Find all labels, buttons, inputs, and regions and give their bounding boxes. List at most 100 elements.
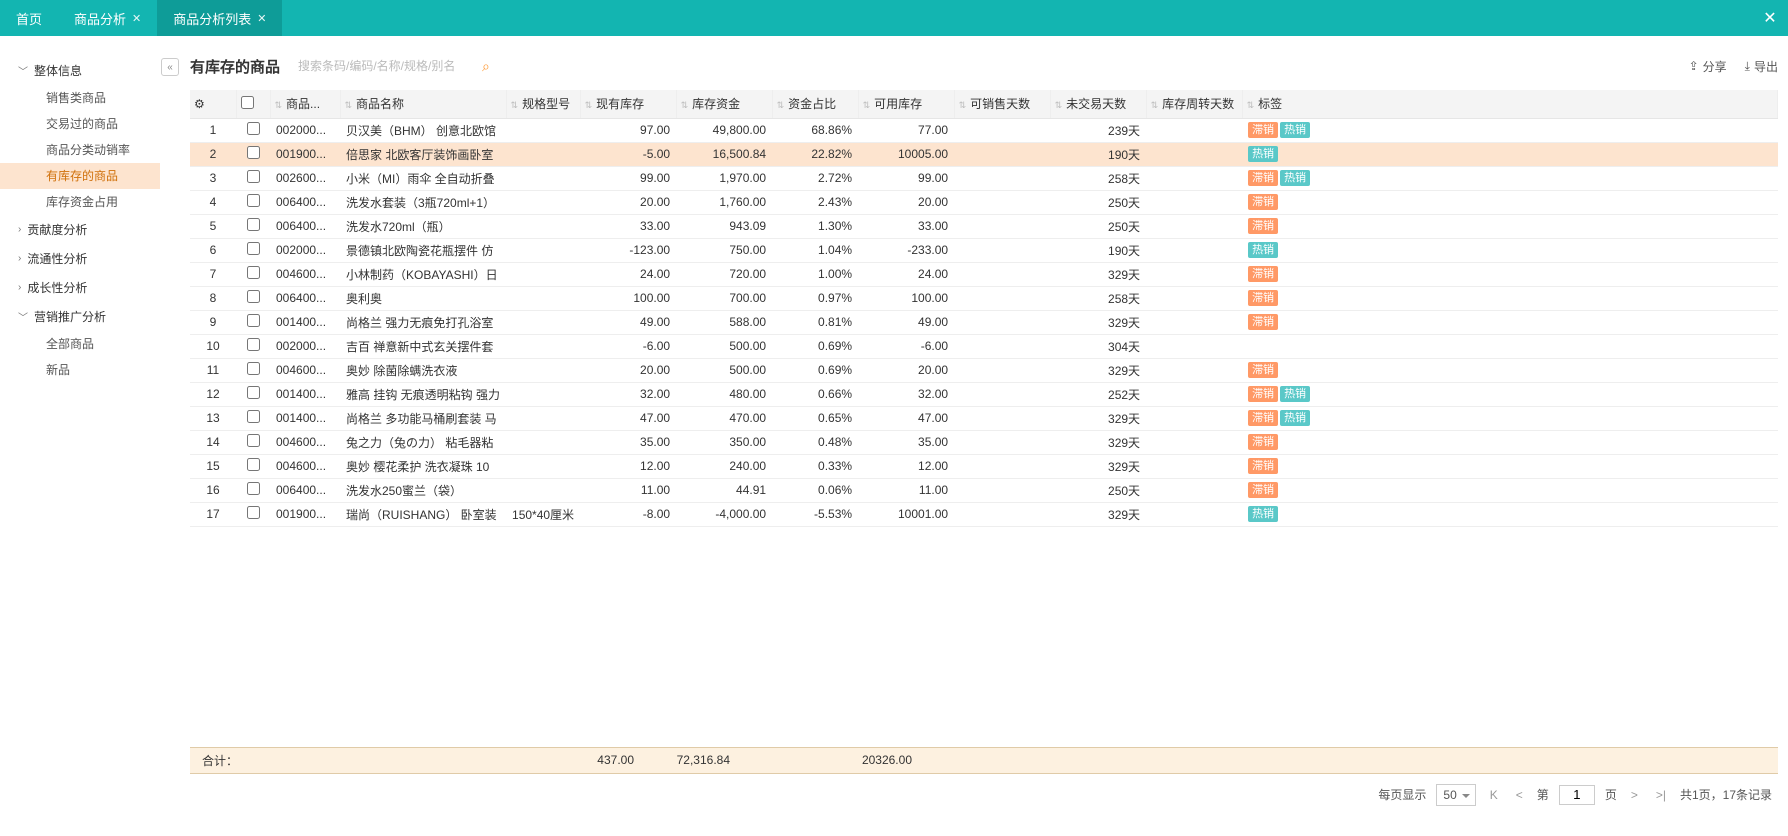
row-checkbox[interactable]	[247, 194, 260, 207]
tab-product-analysis-list[interactable]: 商品分析列表✕	[157, 0, 282, 36]
table-row[interactable]: 9001400...尚格兰 强力无痕免打孔浴室49.00588.000.81%4…	[190, 310, 1778, 334]
table-row[interactable]: 12001400...雅高 挂钩 无痕透明粘钩 强力32.00480.000.6…	[190, 382, 1778, 406]
row-checkbox[interactable]	[247, 506, 260, 519]
table-row[interactable]: 1002000...贝汉美（BHM） 创意北欧馆97.0049,800.0068…	[190, 118, 1778, 142]
sidebar-group[interactable]: ﹀整体信息	[0, 56, 160, 85]
sidebar-item[interactable]: 销售类商品	[0, 85, 160, 111]
sidebar-item[interactable]: 交易过的商品	[0, 111, 160, 137]
col-sale-days[interactable]: ⇅可销售天数	[954, 90, 1050, 118]
cell-stock: 33.00	[580, 214, 676, 238]
sidebar-item[interactable]: 库存资金占用	[0, 189, 160, 215]
sidebar-group[interactable]: ﹀营销推广分析	[0, 302, 160, 331]
row-checkbox[interactable]	[247, 290, 260, 303]
cell-index: 6	[190, 238, 236, 262]
table-row[interactable]: 5006400...洗发水720ml（瓶）33.00943.091.30%33.…	[190, 214, 1778, 238]
col-avail[interactable]: ⇅可用库存	[858, 90, 954, 118]
sidebar-item[interactable]: 商品分类动销率	[0, 137, 160, 163]
table-row[interactable]: 3002600...小米（MI）雨伞 全自动折叠99.001,970.002.7…	[190, 166, 1778, 190]
col-code[interactable]: ⇅商品...	[270, 90, 340, 118]
sidebar-group-label: 整体信息	[34, 62, 82, 79]
row-checkbox[interactable]	[247, 266, 260, 279]
first-page-button[interactable]: K	[1486, 788, 1502, 802]
table-row[interactable]: 13001400...尚格兰 多功能马桶刷套装 马47.00470.000.65…	[190, 406, 1778, 430]
sidebar-group[interactable]: ›流通性分析	[0, 244, 160, 273]
col-turnover-days[interactable]: ⇅库存周转天数	[1146, 90, 1242, 118]
cell-name: 尚格兰 强力无痕免打孔浴室	[340, 310, 506, 334]
per-page-select[interactable]: 50	[1436, 784, 1475, 806]
cell-turn	[1146, 166, 1242, 190]
row-checkbox[interactable]	[247, 362, 260, 375]
row-checkbox[interactable]	[247, 218, 260, 231]
sidebar-group-label: 营销推广分析	[34, 308, 106, 325]
col-no-trade-days[interactable]: ⇅未交易天数	[1050, 90, 1146, 118]
next-page-button[interactable]: >	[1627, 788, 1642, 802]
prev-page-button[interactable]: <	[1512, 788, 1527, 802]
tab-home[interactable]: 首页	[0, 0, 58, 36]
cell-tags	[1242, 334, 1777, 358]
table-row[interactable]: 6002000...景德镇北欧陶瓷花瓶摆件 仿-123.00750.001.04…	[190, 238, 1778, 262]
cell-code: 002000...	[270, 334, 340, 358]
row-checkbox[interactable]	[247, 434, 260, 447]
export-button[interactable]: ⤓导出	[1745, 58, 1778, 75]
tab-product-analysis[interactable]: 商品分析✕	[58, 0, 157, 36]
cell-stock: -5.00	[580, 142, 676, 166]
cell-turn	[1146, 478, 1242, 502]
collapse-sidebar-button[interactable]: «	[161, 58, 179, 76]
page-input[interactable]	[1559, 785, 1595, 805]
cell-sdays	[954, 454, 1050, 478]
table-row[interactable]: 4006400...洗发水套装（3瓶720ml+1）20.001,760.002…	[190, 190, 1778, 214]
table-row[interactable]: 10002000...吉百 禅意新中式玄关摆件套-6.00500.000.69%…	[190, 334, 1778, 358]
last-page-button[interactable]: >|	[1652, 788, 1670, 802]
row-checkbox[interactable]	[247, 122, 260, 135]
cell-avail: 33.00	[858, 214, 954, 238]
cell-tags: 滞销	[1242, 214, 1777, 238]
col-fund-pct[interactable]: ⇅资金占比	[772, 90, 858, 118]
select-all-checkbox[interactable]	[241, 96, 254, 109]
close-icon[interactable]: ✕	[257, 12, 266, 25]
cell-pct: 0.66%	[772, 382, 858, 406]
sidebar-item[interactable]: 有库存的商品	[0, 163, 160, 189]
sidebar-item[interactable]: 新品	[0, 357, 160, 383]
sidebar-item[interactable]: 全部商品	[0, 331, 160, 357]
row-checkbox[interactable]	[247, 314, 260, 327]
table-row[interactable]: 14004600...兔之力（兔の力） 粘毛器粘35.00350.000.48%…	[190, 430, 1778, 454]
col-tags[interactable]: ⇅标签	[1242, 90, 1777, 118]
cell-turn	[1146, 454, 1242, 478]
cell-turn	[1146, 502, 1242, 526]
search-icon[interactable]: ⌕	[482, 58, 490, 75]
col-stock[interactable]: ⇅现有库存	[580, 90, 676, 118]
cell-index: 1	[190, 118, 236, 142]
row-checkbox[interactable]	[247, 338, 260, 351]
row-checkbox[interactable]	[247, 386, 260, 399]
tab-bar-close-button[interactable]: ✕	[1752, 0, 1788, 36]
row-checkbox[interactable]	[247, 482, 260, 495]
row-checkbox[interactable]	[247, 242, 260, 255]
close-icon[interactable]: ✕	[132, 12, 141, 25]
cell-pct: 2.43%	[772, 190, 858, 214]
cell-stock: 12.00	[580, 454, 676, 478]
row-checkbox[interactable]	[247, 170, 260, 183]
row-checkbox[interactable]	[247, 410, 260, 423]
col-gear[interactable]: ⚙	[190, 90, 236, 118]
sidebar-group[interactable]: ›成长性分析	[0, 273, 160, 302]
search-input[interactable]	[298, 59, 478, 73]
col-checkbox[interactable]	[236, 90, 270, 118]
table-row[interactable]: 7004600...小林制药（KOBAYASHI）日24.00720.001.0…	[190, 262, 1778, 286]
cell-name: 奥利奥	[340, 286, 506, 310]
col-fund[interactable]: ⇅库存资金	[676, 90, 772, 118]
sidebar-group[interactable]: ›贡献度分析	[0, 215, 160, 244]
cell-index: 13	[190, 406, 236, 430]
table-row[interactable]: 16006400...洗发水250蜜兰（袋）11.0044.910.06%11.…	[190, 478, 1778, 502]
table-row[interactable]: 15004600...奥妙 樱花柔护 洗衣凝珠 1012.00240.000.3…	[190, 454, 1778, 478]
tag-badge: 热销	[1280, 410, 1310, 426]
col-spec[interactable]: ⇅规格型号	[506, 90, 580, 118]
table-row[interactable]: 2001900...倍思家 北欧客厅装饰画卧室-5.0016,500.8422.…	[190, 142, 1778, 166]
cell-sdays	[954, 430, 1050, 454]
table-row[interactable]: 17001900...瑞尚（RUISHANG） 卧室装150*40厘米-8.00…	[190, 502, 1778, 526]
row-checkbox[interactable]	[247, 458, 260, 471]
row-checkbox[interactable]	[247, 146, 260, 159]
table-row[interactable]: 11004600...奥妙 除菌除螨洗衣液20.00500.000.69%20.…	[190, 358, 1778, 382]
table-row[interactable]: 8006400...奥利奥100.00700.000.97%100.00258天…	[190, 286, 1778, 310]
share-button[interactable]: ⇪分享	[1689, 58, 1727, 75]
col-name[interactable]: ⇅商品名称	[340, 90, 506, 118]
